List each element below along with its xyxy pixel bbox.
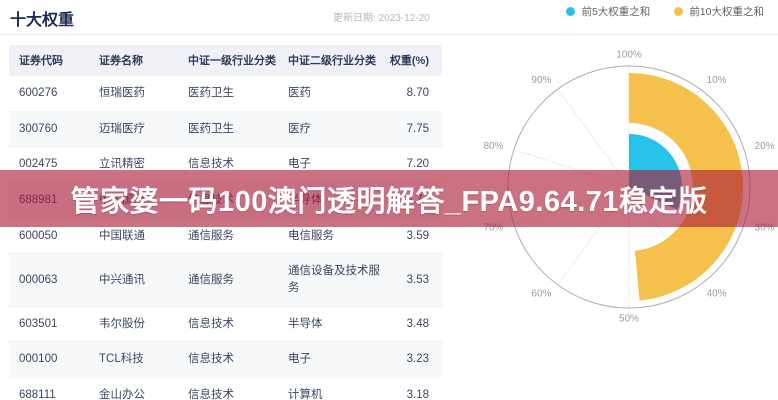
ad-overlay-text: 管家婆一码100澳门透明解答_FPA9.64.71稳定版 [70,185,708,218]
legend-item-0[interactable]: 前5大权重之和 [566,4,650,19]
column-header: 中证一级行业分类 [178,45,278,76]
column-header: 证券名称 [89,45,178,76]
table-cell: 半导体 [278,305,388,342]
gauge-tick-label: 30% [755,222,775,233]
table-cell: 韦尔股份 [89,305,178,342]
gauge-tick-label: 10% [707,75,727,86]
table-row: 000063 中兴通讯 通信服务 通信设备及技术服务 3.53 [9,253,442,307]
table-cell: 3.53 [388,253,442,307]
table-cell: 688111 [9,377,89,400]
table-cell: 3.18 [388,377,442,400]
gauge-sector-1[interactable] [629,73,743,301]
table-row: 688111 金山办公 信息技术 计算机 3.18 [9,377,442,400]
table-row: 000100 TCL科技 信息技术 电子 3.23 [9,341,442,378]
table-cell: 000063 [9,253,89,307]
table-cell: 电子 [278,341,388,378]
table-header-row: 证券代码 证券名称 中证一级行业分类 中证二级行业分类 权重(%) [9,45,442,76]
table-cell: 医疗 [278,110,388,147]
chart-legend: 前5大权重之和 前10大权重之和 [566,4,764,19]
table-cell: 计算机 [278,377,388,400]
column-header: 中证二级行业分类 [278,45,388,76]
table-cell: 医药卫生 [178,75,278,112]
table-cell: 603501 [9,305,89,342]
table-cell: TCL科技 [89,341,178,378]
table-cell: 300760 [9,110,89,147]
table-row: 603501 韦尔股份 信息技术 半导体 3.48 [9,305,442,342]
table-cell: 中兴通讯 [89,253,178,307]
table-cell: 通信设备及技术服务 [278,253,388,307]
table-cell: 信息技术 [178,305,278,342]
table-cell: 8.70 [388,75,442,112]
column-header: 证券代码 [9,45,89,76]
table-cell: 600276 [9,75,89,112]
table-cell: 医药卫生 [178,110,278,147]
gauge-tick-label: 70% [483,222,503,233]
gauge-tick-label: 90% [531,75,551,86]
table-cell: 金山办公 [89,377,178,400]
gauge-tick-label: 100% [616,50,642,61]
table-cell: 3.23 [388,341,442,378]
gauge-tick-label: 50% [619,314,639,325]
table-cell: 信息技术 [178,341,278,378]
page-title: 十大权重 [10,12,75,29]
legend-dot-icon [566,7,576,16]
table-cell: 医药 [278,75,388,112]
legend-label: 前5大权重之和 [581,6,651,18]
gauge-tick-label: 80% [483,141,503,152]
gauge-tick-label: 40% [707,288,727,299]
gauge-tick-label: 20% [755,141,775,152]
table-body: 600276 恒瑞医药 医药卫生 医药 8.70 300760 迈瑞医疗 医药卫生 医疗 7.75… [9,75,442,400]
table-cell: 迈瑞医疗 [89,110,178,147]
legend-dot-icon [674,7,684,16]
table-cell: 恒瑞医药 [89,75,178,112]
gauge-tick-label: 60% [531,288,551,299]
ad-overlay-banner[interactable]: 管家婆一码100澳门透明解答_FPA9.64.71稳定版 [0,170,778,227]
table-cell: 信息技术 [178,377,278,400]
section-divider [0,34,778,35]
column-header: 权重(%) [388,45,442,76]
table-cell: 7.75 [388,110,442,147]
table-row: 600276 恒瑞医药 医药卫生 医药 8.70 [9,75,442,112]
topbar: 十大权重 更新日期: 2023-12-20 前5大权重之和 前10大权重之和 [0,0,778,34]
update-date: 更新日期: 2023-12-20 [333,13,430,24]
table-cell: 通信服务 [178,253,278,307]
legend-item-1[interactable]: 前10大权重之和 [674,4,764,19]
table-cell: 3.48 [388,305,442,342]
table-cell: 000100 [9,341,89,378]
legend-label: 前10大权重之和 [689,6,764,18]
table-row: 300760 迈瑞医疗 医药卫生 医疗 7.75 [9,110,442,147]
